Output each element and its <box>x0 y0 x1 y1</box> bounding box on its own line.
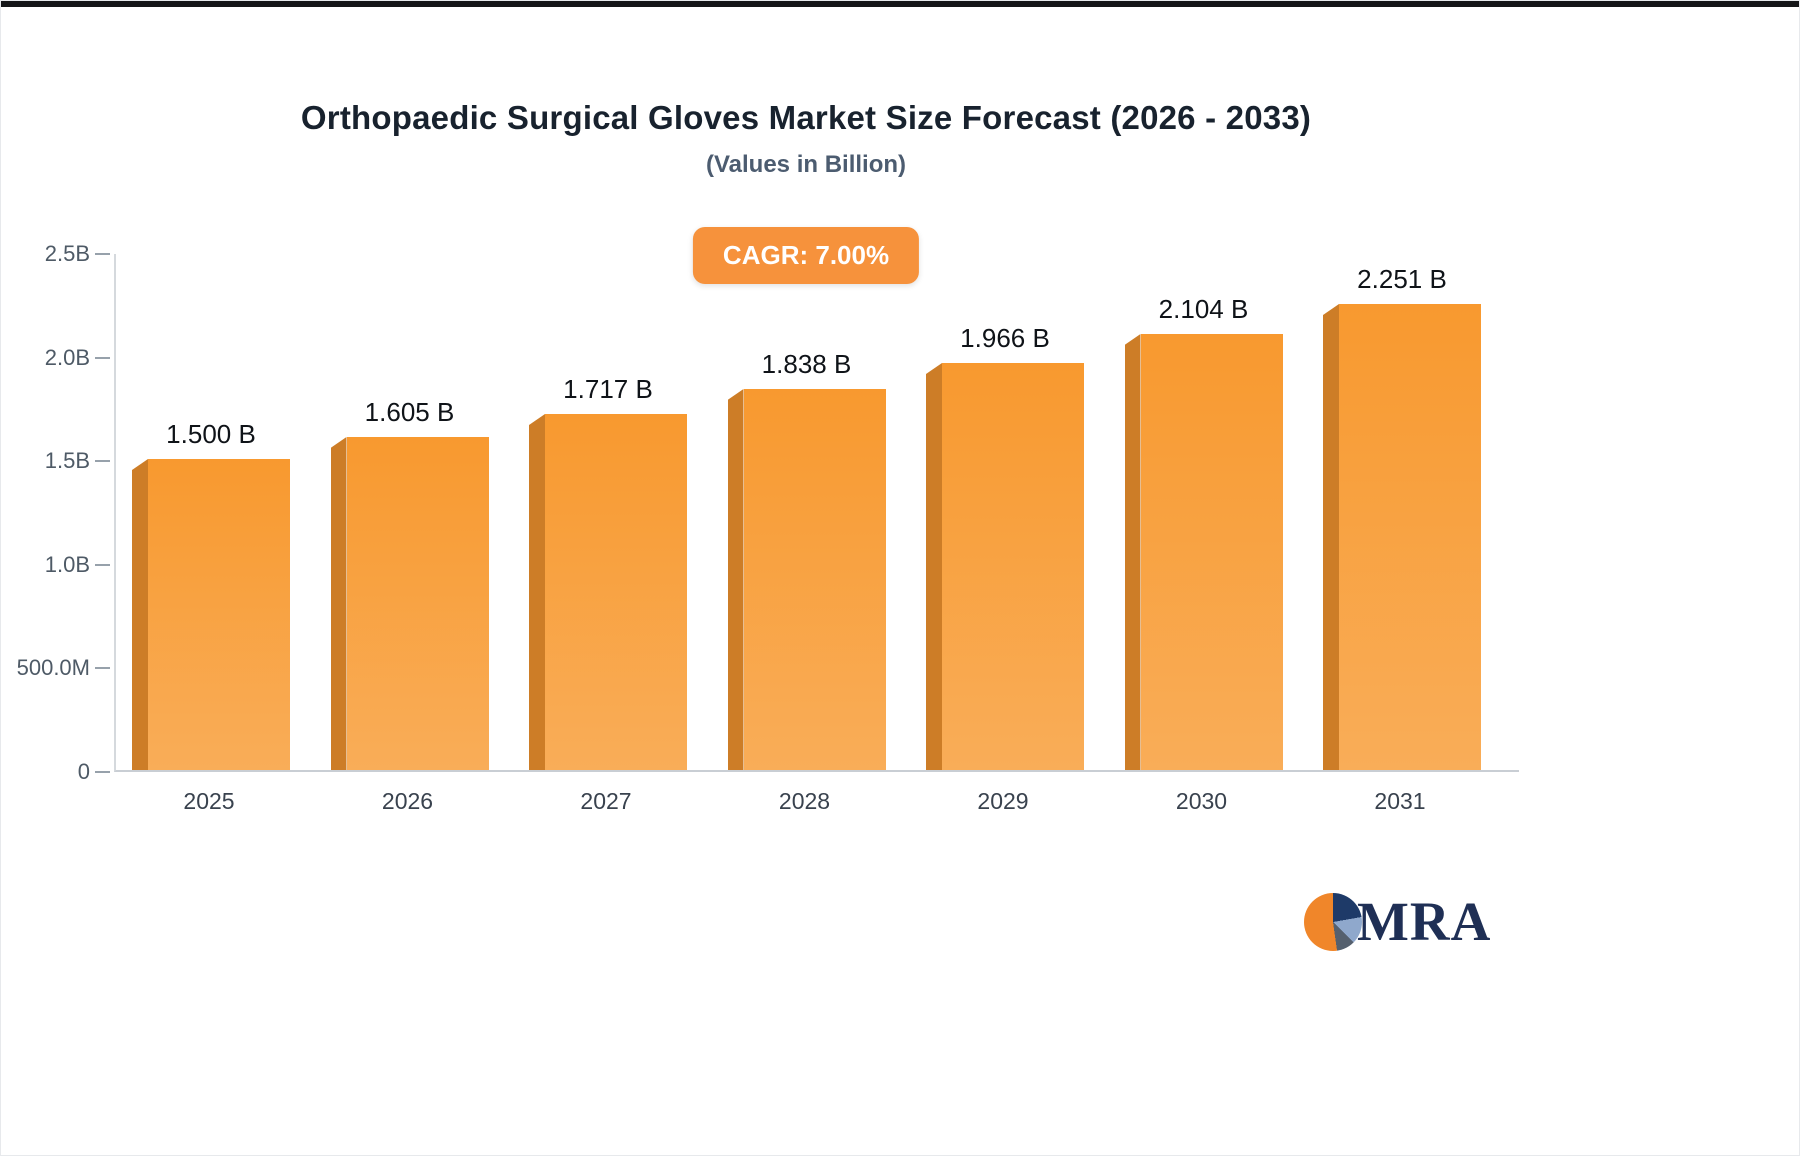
bar-2025 <box>132 459 290 770</box>
x-axis-label: 2030 <box>1175 788 1228 814</box>
chart-title: Orthopaedic Surgical Gloves Market Size … <box>300 99 1312 136</box>
bar-face <box>743 389 886 770</box>
y-axis-tick-label: 1.5B <box>44 448 90 474</box>
x-axis-label: 2026 <box>381 788 434 814</box>
y-axis-tick-label: 500.0M <box>16 655 90 681</box>
bar-face <box>1140 334 1283 770</box>
mra-logo: MRA <box>1304 893 1491 951</box>
bar-2030 <box>1124 334 1283 770</box>
y-axis-tick-label: 2.0B <box>44 344 90 370</box>
bar-face <box>346 437 489 770</box>
bar-face <box>148 459 290 770</box>
top-border <box>1 1 1799 7</box>
bar-2029 <box>926 363 1084 770</box>
bar-3d-edge <box>132 459 148 770</box>
bar-3d-edge <box>529 414 545 770</box>
bar-value-label: 1.500 B <box>166 419 256 449</box>
chart-subtitle: (Values in Billion) <box>705 151 907 178</box>
x-axis-label: 2029 <box>977 788 1029 814</box>
bar-value-label: 2.104 B <box>1158 294 1249 324</box>
mra-logo-text: MRA <box>1357 891 1492 952</box>
x-axis: 2025 2026 2027 2028 2029 2030 2031 <box>114 788 1519 820</box>
y-axis-tick-mark <box>95 563 110 566</box>
y-axis-tick-label: 2.5B <box>44 241 90 266</box>
x-axis-label: 2031 <box>1374 788 1426 814</box>
y-axis-tick-mark <box>95 253 110 255</box>
cagr-badge: CAGR: 7.00% <box>692 227 920 284</box>
bar-value-label: 1.966 B <box>960 323 1050 353</box>
bar-3d-edge <box>926 363 942 770</box>
bar-value-label: 1.605 B <box>364 397 455 427</box>
y-axis-tick-mark <box>95 356 110 359</box>
bar-value-label: 1.717 B <box>563 374 653 404</box>
y-axis-tick-mark <box>95 667 110 670</box>
bar-3d-edge <box>1323 304 1339 770</box>
y-axis-tick-mark <box>95 771 110 773</box>
bar-3d-edge <box>727 389 744 770</box>
bar-face <box>942 363 1084 770</box>
bar-2026 <box>330 437 489 770</box>
x-axis-label: 2028 <box>778 788 831 814</box>
x-axis-label: 2025 <box>183 788 235 814</box>
mra-logo-icon <box>1304 893 1362 951</box>
plot-area: 2.5B 2.0B 1.5B 1.0B 500.0M 0 1.500 B 1.605 B 1.7… <box>17 241 1519 784</box>
y-axis-tick-mark <box>95 460 110 463</box>
y-axis-tick-label: 1.0B <box>44 551 90 577</box>
bar-2028 <box>727 389 886 770</box>
x-axis-label: 2027 <box>580 788 632 814</box>
y-axis-tick-label: 0 <box>77 759 90 784</box>
bar-face <box>545 414 687 770</box>
bar-3d-edge <box>330 437 347 770</box>
bar-value-label: 2.251 B <box>1357 264 1447 294</box>
bar-value-label: 1.838 B <box>761 349 852 379</box>
bar-2027 <box>529 414 687 770</box>
bar-3d-edge <box>1124 334 1141 770</box>
bar-face <box>1339 304 1481 770</box>
bar-2031 <box>1323 304 1481 770</box>
